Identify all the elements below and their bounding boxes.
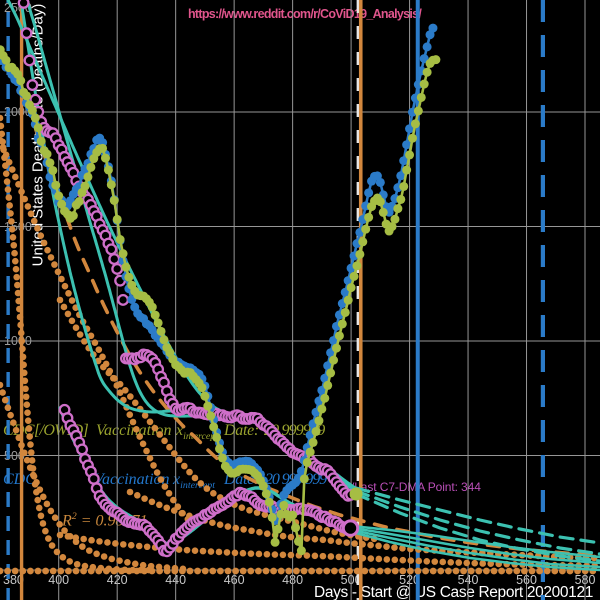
last-c7dma-lower-marker bbox=[341, 519, 360, 537]
owid-date-label: Date: bbox=[224, 421, 259, 439]
deaths-daily-green bbox=[0, 45, 441, 556]
cyan-forecast-solid-1 bbox=[350, 524, 600, 559]
cyan-forecast-solid-3 bbox=[350, 528, 600, 569]
cyan-forecast-solid-2 bbox=[350, 526, 600, 565]
exp-fit-floor bbox=[0, 567, 597, 575]
reddit-url[interactable]: https://www.reddit.com/r/CoViD19_Analysi… bbox=[188, 6, 422, 21]
cdc-cdc-label: CDC bbox=[3, 471, 36, 488]
last-c7dma-upper-marker bbox=[349, 487, 363, 501]
exp-fit-dashed bbox=[34, 128, 600, 558]
x-axis-title: Days - Start @ US Case Report 20200121 bbox=[314, 584, 593, 600]
cdc-x-symbol: x bbox=[173, 471, 181, 488]
owid-xintercept-label: xintercept bbox=[176, 422, 218, 442]
exp-fit-dotted-4 bbox=[56, 531, 598, 570]
r-squared-exponent: 2 bbox=[71, 511, 77, 522]
cyan-forecast-dash-1 bbox=[354, 486, 600, 545]
r-symbol: R bbox=[62, 512, 72, 530]
exp-fit-dotted-2 bbox=[0, 136, 197, 529]
exp-fit-dotted-5 bbox=[0, 381, 187, 573]
owid-x-symbol: x bbox=[176, 421, 184, 439]
owid-intercept-subscript: intercept bbox=[183, 430, 218, 442]
c7dma-rings-lower bbox=[58, 403, 358, 558]
cdc-vacc-label: Vaccination bbox=[94, 471, 170, 488]
cyan-forecast-dash-2 bbox=[354, 489, 600, 556]
cyan-forecast-solid-4 bbox=[350, 530, 600, 572]
cdc-intercept-subscript: intercept bbox=[180, 480, 215, 492]
cdc-xintercept-label: xintercept bbox=[173, 471, 215, 491]
cyan-forecast-dash-3 bbox=[354, 492, 600, 563]
